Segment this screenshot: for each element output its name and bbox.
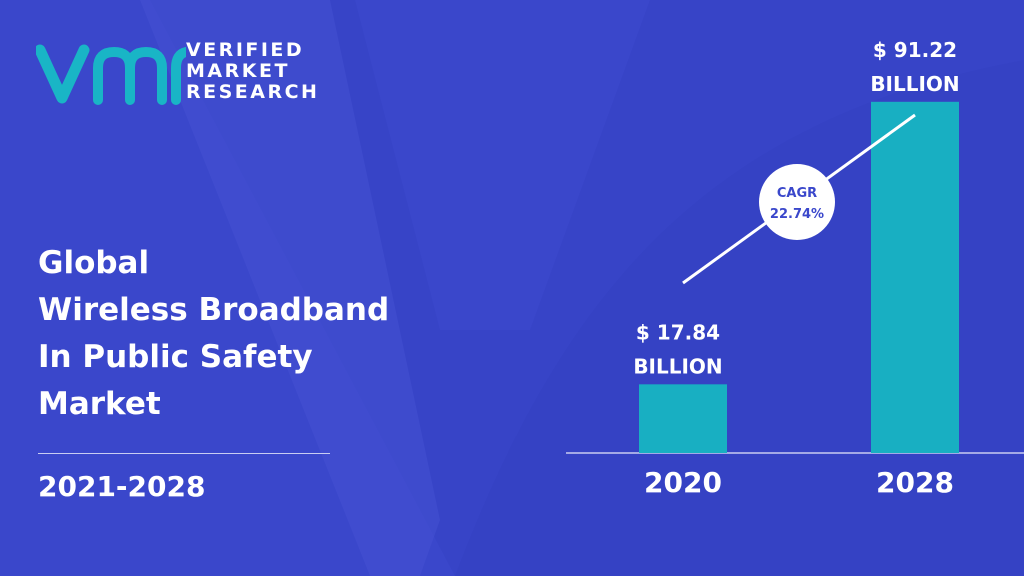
- title-line-2: Wireless Broadband: [38, 292, 390, 328]
- brand-logo: [34, 38, 326, 108]
- x-tick-label-2020: 2020: [644, 466, 722, 499]
- data-label-2020-line-1: $ 17.84: [636, 320, 720, 344]
- data-label-2020-line-2: BILLION: [633, 354, 722, 378]
- x-tick-label-2028: 2028: [876, 466, 954, 499]
- brand-line-2: MARKET: [186, 60, 290, 82]
- vmr-logo-icon: [34, 44, 191, 105]
- cagr-label: CAGR: [777, 186, 817, 201]
- data-label-2028-line-1: $ 91.22: [873, 38, 957, 62]
- brand-line-1: VERIFIED: [186, 39, 305, 61]
- cagr-value: 22.74%: [770, 207, 824, 222]
- title-divider: [38, 453, 330, 454]
- bar-2028: [871, 101, 959, 453]
- brand-wordmark: VERIFIED MARKET RESEARCH: [186, 40, 319, 103]
- report-title: Global Wireless Broadband In Public Safe…: [38, 240, 389, 428]
- cagr-badge: [759, 164, 835, 240]
- forecast-period: 2021-2028: [38, 470, 206, 503]
- title-line-3: In Public Safety: [38, 339, 313, 375]
- title-line-4: Market: [38, 386, 161, 422]
- title-line-1: Global: [38, 245, 150, 281]
- bar-2020: [639, 384, 727, 453]
- brand-line-3: RESEARCH: [186, 81, 320, 103]
- data-label-2028-line-2: BILLION: [870, 72, 959, 96]
